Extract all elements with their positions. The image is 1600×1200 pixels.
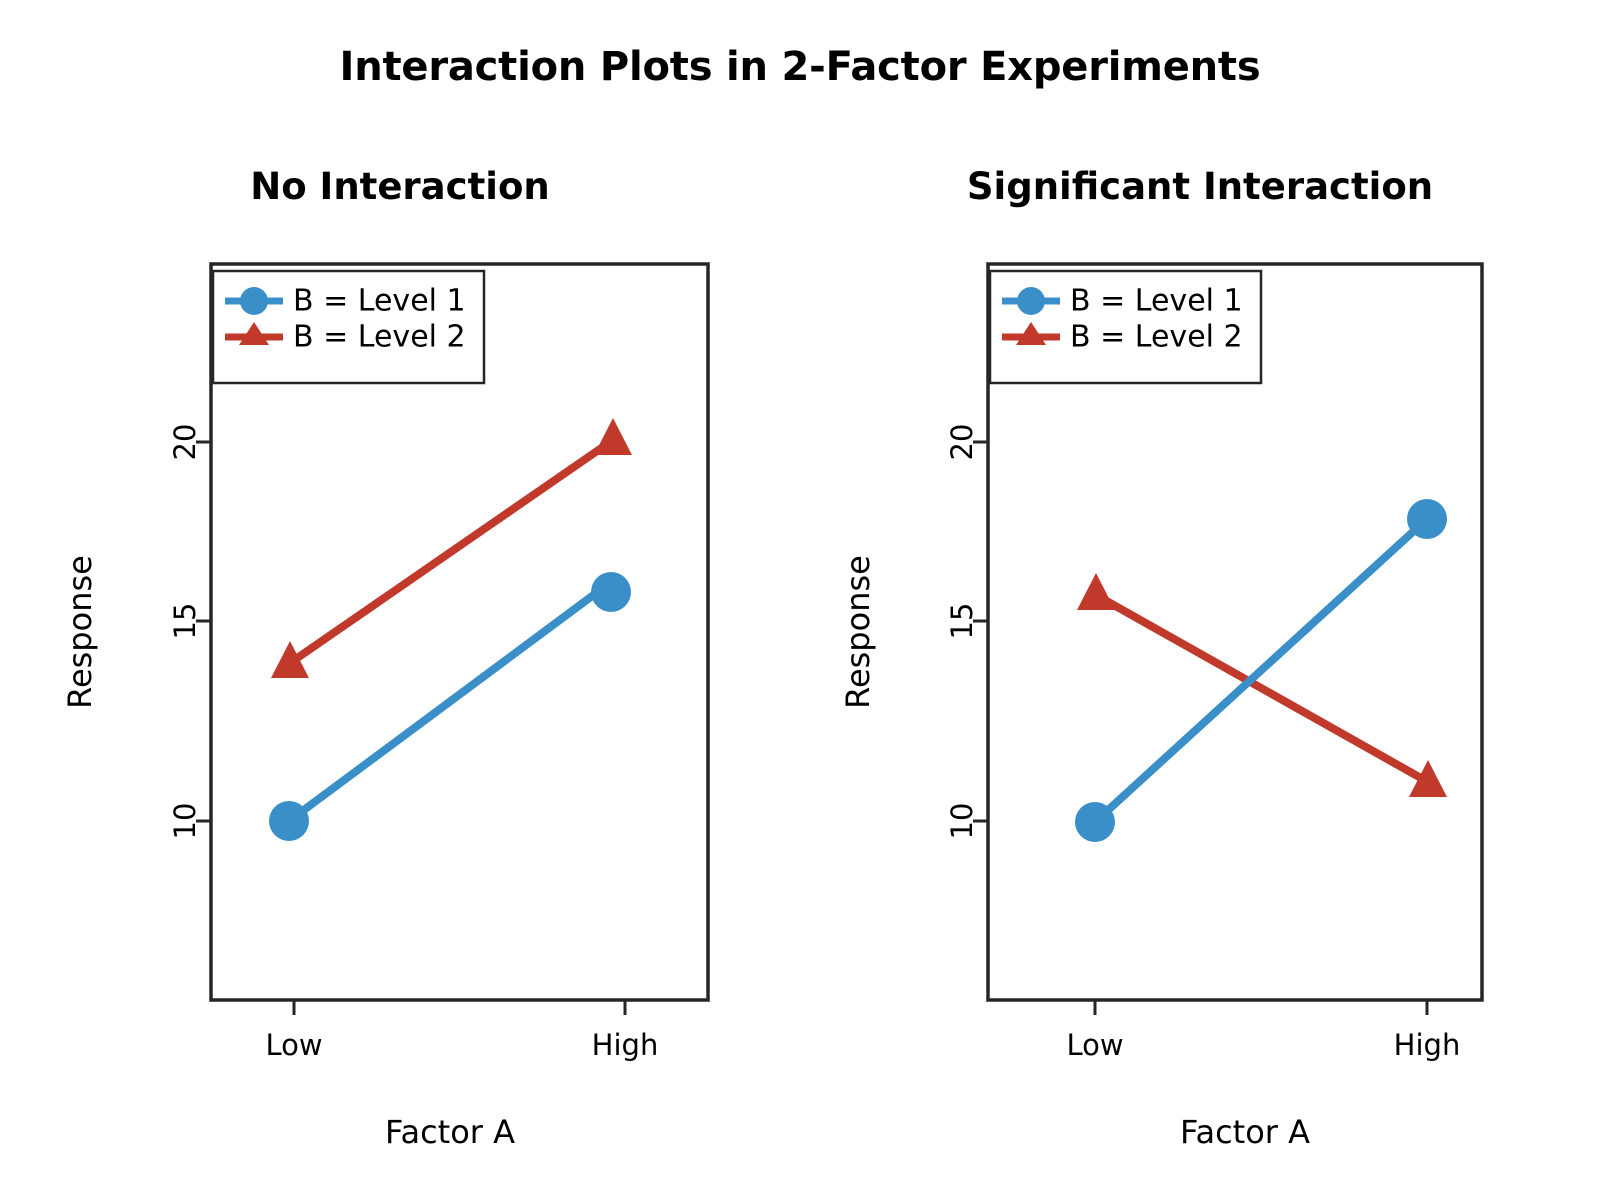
triangle-marker-level-2-low bbox=[271, 641, 309, 678]
circle-marker-level-1-low bbox=[1075, 802, 1115, 842]
legend-entry-level-2[interactable]: B = Level 2 bbox=[1002, 320, 1243, 355]
legend-entry-level-2[interactable]: B = Level 2 bbox=[225, 320, 466, 355]
series-line-level-1 bbox=[1091, 515, 1431, 826]
legend-entry-level-1[interactable]: B = Level 1 bbox=[225, 284, 466, 319]
plot-frame bbox=[209, 262, 710, 1002]
legend-label-level-1: B = Level 1 bbox=[293, 284, 466, 319]
x-tick-label-low: Low bbox=[265, 1028, 322, 1062]
y-tick-label-15: 15 bbox=[945, 603, 979, 640]
series-line-level-2 bbox=[286, 436, 617, 667]
figure-title: Interaction Plots in 2-Factor Experiment… bbox=[339, 44, 1261, 90]
legend: B = Level 1 B = Level 2 bbox=[988, 269, 1263, 385]
y-tick-label-20: 20 bbox=[945, 424, 979, 461]
x-tick-label-low: Low bbox=[1066, 1028, 1123, 1062]
plot-frame bbox=[986, 262, 1484, 1002]
circle-marker-level-1-high bbox=[1407, 499, 1447, 539]
circle-marker-legend-level-1 bbox=[1017, 287, 1045, 315]
triangle-marker-legend-level-2 bbox=[1016, 322, 1046, 345]
triangle-marker-level-2-high bbox=[594, 418, 632, 455]
panel-title-significant-interaction: Significant Interaction bbox=[966, 165, 1434, 208]
x-axis-label: Factor A bbox=[1180, 1113, 1310, 1151]
y-tick-label-10: 10 bbox=[945, 803, 979, 840]
circle-marker-level-1-low bbox=[269, 801, 309, 841]
legend: B = Level 1 B = Level 2 bbox=[211, 269, 486, 385]
plot-no-interaction: 10 15 20 Low High Factor A Response bbox=[61, 262, 710, 1151]
panel-significant-interaction: Significant Interaction 10 15 20 Low Hig… bbox=[800, 0, 1600, 1200]
circle-marker-level-1-high bbox=[591, 572, 631, 612]
y-tick-label-15: 15 bbox=[168, 603, 202, 640]
series-line-level-1 bbox=[285, 578, 615, 825]
circle-marker-legend-level-1 bbox=[240, 287, 268, 315]
x-axis-label: Factor A bbox=[385, 1113, 515, 1151]
plot-significant-interaction: 10 15 20 Low High Factor A Response bbox=[839, 262, 1484, 1151]
legend-label-level-1: B = Level 1 bbox=[1070, 284, 1243, 319]
panel-title-no-interaction: No Interaction bbox=[250, 165, 550, 208]
triangle-marker-level-2-low bbox=[1077, 573, 1115, 610]
legend-label-level-2: B = Level 2 bbox=[1070, 320, 1243, 355]
y-tick-label-20: 20 bbox=[168, 424, 202, 461]
series-line-level-2 bbox=[1092, 591, 1432, 786]
y-axis-label: Response bbox=[61, 555, 99, 709]
y-tick-label-10: 10 bbox=[168, 803, 202, 840]
triangle-marker-level-2-high bbox=[1409, 760, 1447, 797]
x-tick-label-high: High bbox=[1394, 1028, 1461, 1062]
legend-entry-level-1[interactable]: B = Level 1 bbox=[1002, 284, 1243, 319]
y-axis-label: Response bbox=[839, 555, 877, 709]
triangle-marker-legend-level-2 bbox=[239, 322, 269, 345]
panel-no-interaction: No Interaction 10 15 20 Low High Factor … bbox=[61, 165, 710, 1151]
x-tick-label-high: High bbox=[592, 1028, 659, 1062]
legend-label-level-2: B = Level 2 bbox=[293, 320, 466, 355]
